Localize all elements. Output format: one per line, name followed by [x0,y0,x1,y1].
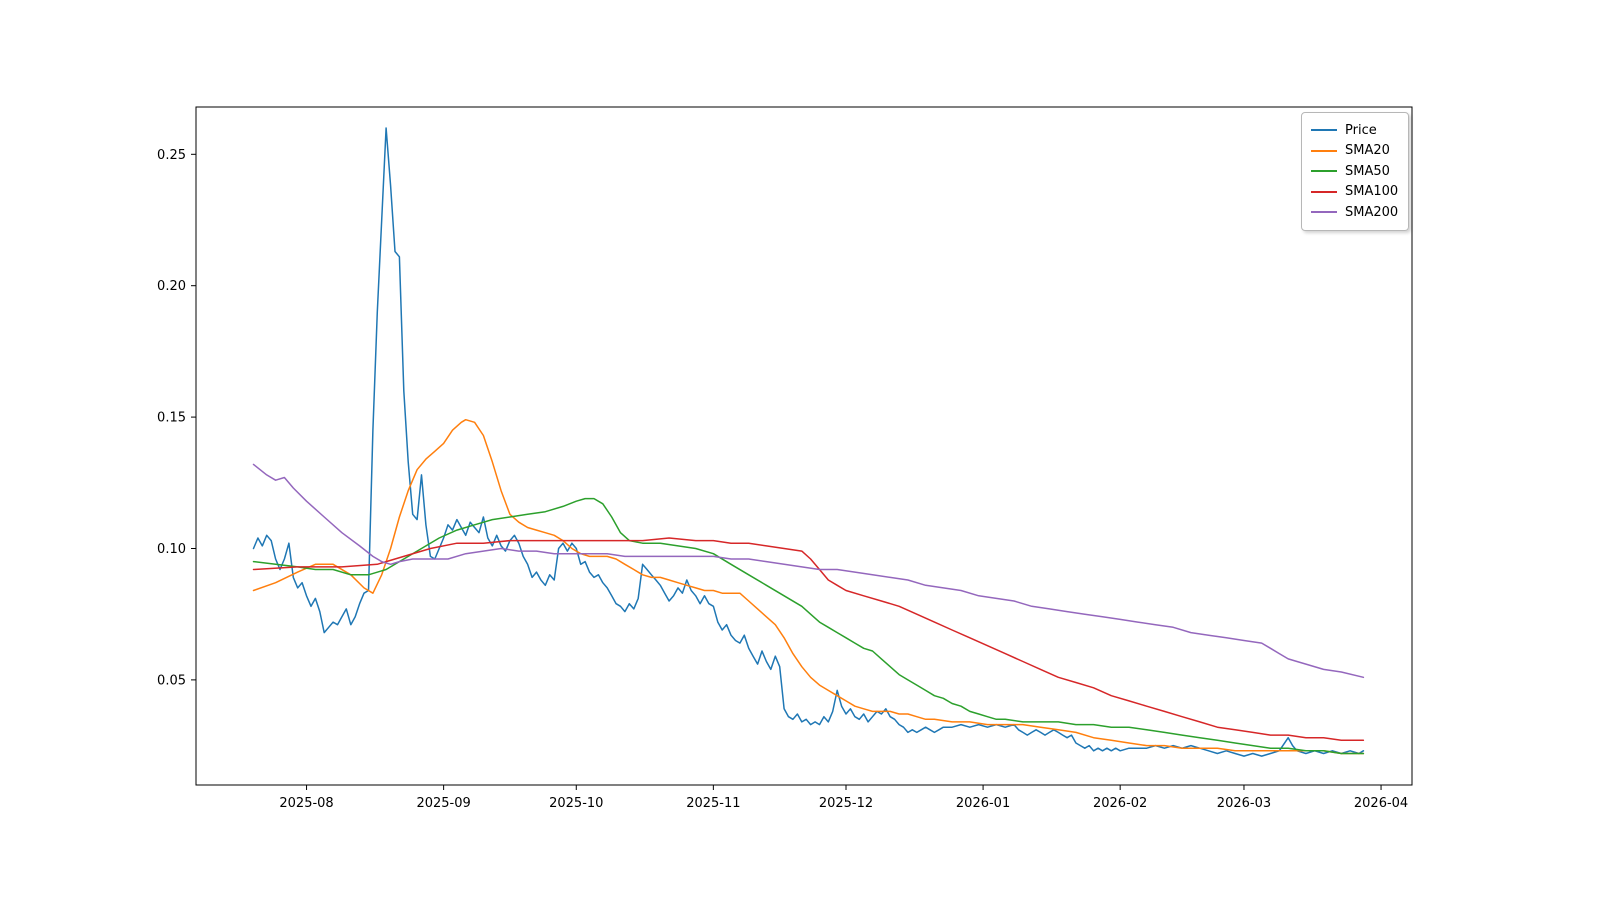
y-tick-label: 0.15 [157,411,186,426]
y-tick-label: 0.10 [157,542,186,557]
x-tick-label: 2025-11 [686,796,740,811]
legend-label-sma20: SMA20 [1345,143,1390,159]
legend-item-price: Price [1311,120,1398,141]
legend-line-swatch-sma100 [1311,190,1337,193]
legend-item-sma100: SMA100 [1311,182,1398,203]
series-line-sma100 [252,537,1365,742]
plot-border [195,106,1413,786]
legend-item-sma20: SMA20 [1311,141,1398,162]
x-tick-label: 2025-10 [549,796,603,811]
series-line-sma200 [252,463,1365,679]
y-tick-label: 0.25 [157,148,186,163]
legend-label-sma50: SMA50 [1345,163,1390,179]
legend-line-swatch-sma200 [1311,211,1337,214]
legend-label-sma200: SMA200 [1345,204,1399,220]
series-line-sma20 [252,418,1365,755]
legend-item-sma200: SMA200 [1311,202,1398,223]
series-line-sma50 [252,497,1365,755]
legend-label-price: Price [1345,122,1377,138]
legend-label-sma100: SMA100 [1345,184,1399,200]
legend-item-sma50: SMA50 [1311,161,1398,182]
x-tick-label: 2026-03 [1217,796,1271,811]
y-tick-label: 0.05 [157,673,186,688]
x-tick-label: 2026-01 [956,796,1010,811]
legend-line-swatch-sma50 [1311,170,1337,173]
legend: Price SMA20 SMA50 SMA100 SMA200 [1301,112,1410,231]
legend-line-swatch-price [1311,129,1337,132]
x-tick-label: 2026-02 [1093,796,1147,811]
series-line-price [252,127,1365,757]
y-tick-label: 0.20 [157,279,186,294]
x-tick-label: 2025-09 [416,796,470,811]
x-tick-label: 2026-04 [1354,796,1408,811]
x-tick-label: 2025-08 [279,796,333,811]
x-tick-label: 2025-12 [819,796,873,811]
legend-line-swatch-sma20 [1311,149,1337,152]
